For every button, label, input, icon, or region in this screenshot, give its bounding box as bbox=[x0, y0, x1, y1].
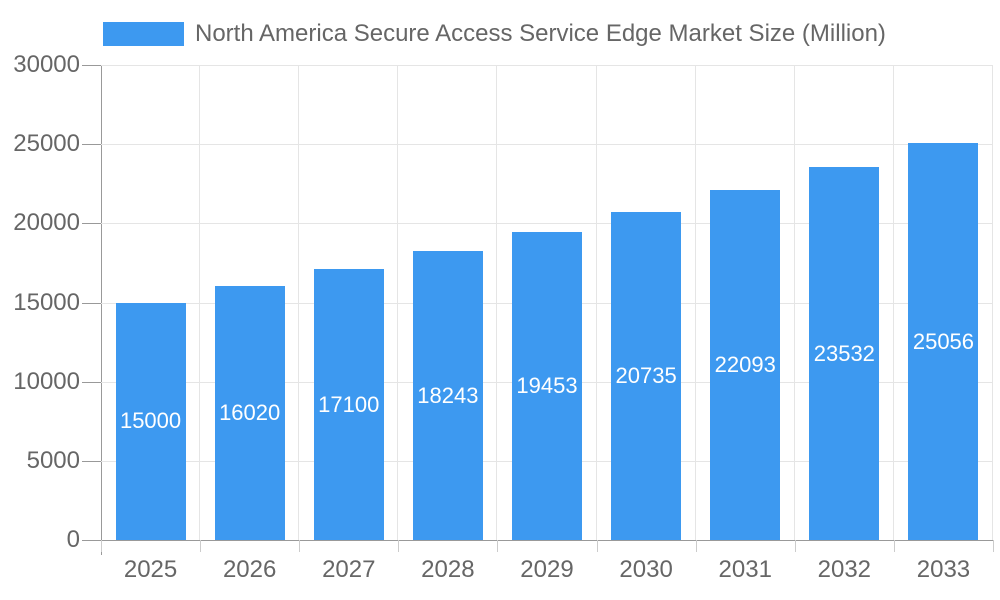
x-tick-label: 2033 bbox=[916, 556, 971, 583]
x-tick-label: 2029 bbox=[520, 556, 574, 583]
bar-value-label: 19453 bbox=[516, 372, 578, 398]
v-gridline bbox=[595, 65, 597, 540]
v-gridline bbox=[298, 65, 300, 540]
v-gridline bbox=[793, 65, 795, 540]
bar-value-label: 22093 bbox=[714, 352, 776, 378]
x-tick-mark bbox=[497, 540, 499, 552]
v-gridline bbox=[992, 65, 993, 540]
y-tick-mark bbox=[82, 65, 101, 66]
v-gridline bbox=[397, 65, 399, 540]
x-tick-mark bbox=[893, 540, 895, 552]
x-tick-mark bbox=[299, 540, 301, 552]
y-tick-label: 10000 bbox=[13, 367, 80, 395]
x-tick-label: 2026 bbox=[222, 556, 277, 583]
bar[interactable] bbox=[214, 286, 285, 540]
bar[interactable] bbox=[611, 211, 682, 540]
v-gridline bbox=[694, 65, 696, 540]
y-tick-mark bbox=[82, 460, 101, 462]
bar-value-label: 16020 bbox=[219, 400, 281, 426]
legend[interactable]: North America Secure Access Service Edge… bbox=[103, 20, 886, 48]
bar[interactable] bbox=[908, 143, 979, 540]
x-tick-mark bbox=[794, 540, 796, 552]
x-tick-mark bbox=[596, 540, 598, 552]
x-tick-label: 2025 bbox=[123, 556, 178, 583]
x-tick-label: 2032 bbox=[817, 556, 872, 583]
bar-value-label: 20735 bbox=[615, 362, 677, 388]
bar-value-label: 18243 bbox=[417, 382, 479, 408]
y-tick-mark bbox=[82, 381, 101, 383]
x-tick-mark bbox=[695, 540, 697, 552]
x-tick-label: 2030 bbox=[619, 556, 673, 583]
v-gridline bbox=[199, 65, 201, 540]
x-tick-label: 2027 bbox=[322, 556, 376, 583]
x-tick-label: 2031 bbox=[718, 556, 772, 583]
legend-swatch bbox=[103, 22, 184, 46]
bar-value-label: 25056 bbox=[912, 328, 975, 354]
y-tick-label: 15000 bbox=[13, 288, 80, 316]
bar[interactable] bbox=[313, 269, 384, 540]
v-gridline bbox=[496, 65, 498, 540]
y-tick-label: 5000 bbox=[26, 446, 80, 474]
y-tick-label: 0 bbox=[66, 526, 80, 553]
bar[interactable] bbox=[412, 251, 483, 540]
bar-value-label: 17100 bbox=[318, 391, 380, 417]
h-gridline bbox=[101, 223, 993, 225]
h-gridline bbox=[101, 65, 993, 66]
y-tick-label: 20000 bbox=[13, 209, 80, 237]
bar[interactable] bbox=[115, 302, 186, 540]
bar-value-label: 15000 bbox=[119, 408, 182, 434]
y-tick-label: 30000 bbox=[13, 51, 80, 78]
bar[interactable] bbox=[710, 190, 781, 540]
bar[interactable] bbox=[512, 231, 582, 540]
y-tick-mark bbox=[82, 540, 101, 541]
x-tick-mark bbox=[993, 540, 994, 552]
x-tick-mark bbox=[200, 540, 202, 552]
plot-area: 15000 16020 17100 18243 19453 20735 22093 23532… bbox=[101, 65, 993, 540]
y-axis-line bbox=[101, 65, 102, 555]
v-gridline bbox=[892, 65, 894, 540]
bar[interactable] bbox=[809, 167, 880, 540]
x-tick-label: 2028 bbox=[421, 556, 475, 583]
bar-value-label: 23532 bbox=[813, 340, 875, 366]
x-tick-mark bbox=[398, 540, 400, 552]
x-tick-mark bbox=[101, 540, 102, 552]
y-tick-mark bbox=[82, 223, 101, 225]
h-gridline bbox=[101, 144, 993, 146]
x-axis-line bbox=[101, 540, 993, 541]
legend-label: North America Secure Access Service Edge… bbox=[195, 20, 886, 47]
y-tick-mark bbox=[82, 144, 101, 146]
y-tick-label: 25000 bbox=[13, 130, 80, 158]
y-tick-mark bbox=[82, 302, 101, 304]
